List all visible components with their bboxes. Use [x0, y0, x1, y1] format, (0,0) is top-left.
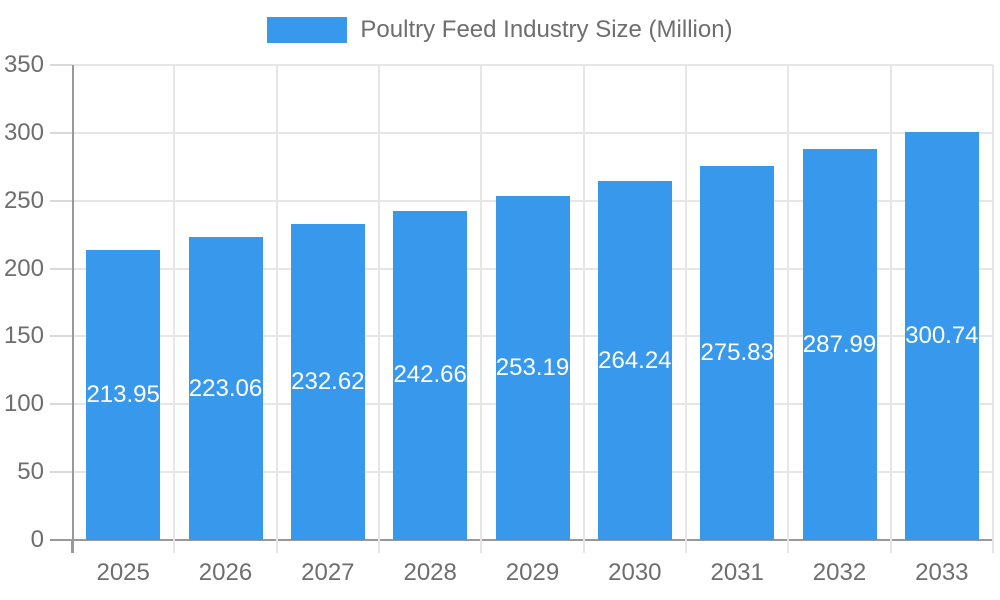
x-tick-label: 2033	[915, 559, 969, 586]
bar[interactable]: 287.99	[802, 149, 877, 540]
x-gridline	[480, 65, 483, 540]
y-gridline	[72, 64, 993, 66]
bar-value-label: 242.66	[393, 361, 467, 389]
bar[interactable]: 264.24	[597, 181, 672, 540]
y-tick-label: 0	[30, 526, 44, 553]
bar[interactable]: 242.66	[393, 210, 468, 540]
x-tick-label: 2030	[608, 559, 662, 586]
bar[interactable]: 223.06	[188, 237, 263, 540]
bar[interactable]: 300.74	[904, 131, 979, 540]
y-tickmark	[50, 131, 72, 134]
y-tick-label: 250	[3, 186, 44, 214]
y-tick-label: 50	[17, 458, 44, 486]
y-tickmark	[50, 403, 72, 406]
x-tickmark	[685, 540, 687, 553]
x-gridline	[173, 65, 176, 540]
x-tickmark	[582, 540, 585, 553]
bar-value-label: 287.99	[802, 330, 877, 358]
x-tickmark	[378, 540, 380, 553]
x-tickmark	[787, 540, 790, 553]
y-tick-label: 300	[3, 118, 44, 146]
plot-area: 0 50 100 150 200 250 300 350 213.95 2025 223.06 202…	[4, 51, 994, 586]
bar-value-label: 223.06	[188, 374, 263, 402]
x-tick-label: 2028	[403, 559, 457, 586]
x-tick-label: 2031	[710, 559, 764, 586]
bar-value-label: 275.83	[700, 338, 774, 366]
x-tick-label: 2026	[198, 559, 253, 586]
x-tick-label: 2032	[812, 559, 867, 586]
bar[interactable]: 232.62	[290, 224, 365, 540]
y-axis-line	[72, 65, 74, 553]
x-tick-label: 2025	[96, 559, 150, 586]
bar-value-label: 213.95	[86, 380, 160, 408]
y-gridline	[72, 539, 993, 541]
x-tick-label: 2027	[301, 559, 355, 586]
x-gridline	[992, 65, 994, 540]
x-tick-label: 2029	[505, 559, 560, 586]
x-gridline	[787, 65, 790, 540]
bar-value-label: 300.74	[905, 321, 979, 349]
bar-value-label: 264.24	[598, 346, 672, 374]
y-tick-label: 350	[3, 51, 44, 78]
x-tickmark	[480, 540, 483, 553]
x-gridline	[378, 65, 380, 540]
x-gridline	[275, 65, 278, 540]
bar-value-label: 232.62	[291, 368, 365, 396]
x-tickmark	[275, 540, 278, 553]
y-tick-label: 150	[3, 322, 44, 350]
x-tickmark	[173, 540, 176, 553]
y-gridline	[72, 131, 993, 134]
x-gridline	[685, 65, 687, 540]
bar[interactable]: 253.19	[495, 196, 570, 540]
bar[interactable]: 213.95	[86, 249, 161, 540]
x-tickmark	[992, 540, 994, 553]
y-tickmark	[50, 267, 72, 270]
y-tickmark	[50, 199, 72, 202]
y-tick-label: 200	[3, 254, 44, 282]
x-tickmark	[889, 540, 892, 553]
bar-value-label: 253.19	[495, 354, 570, 382]
y-tick-label: 100	[3, 390, 44, 418]
x-gridline	[582, 65, 585, 540]
bar[interactable]: 275.83	[700, 165, 775, 540]
y-tickmark	[50, 335, 72, 338]
legend-label: Poultry Feed Industry Size (Million)	[360, 16, 733, 43]
legend[interactable]: Poultry Feed Industry Size (Million)	[0, 16, 1000, 44]
x-gridline	[889, 65, 892, 540]
y-tickmark	[50, 539, 72, 541]
y-tickmark	[50, 64, 72, 66]
y-tickmark	[50, 471, 72, 474]
legend-swatch-icon	[267, 17, 348, 43]
